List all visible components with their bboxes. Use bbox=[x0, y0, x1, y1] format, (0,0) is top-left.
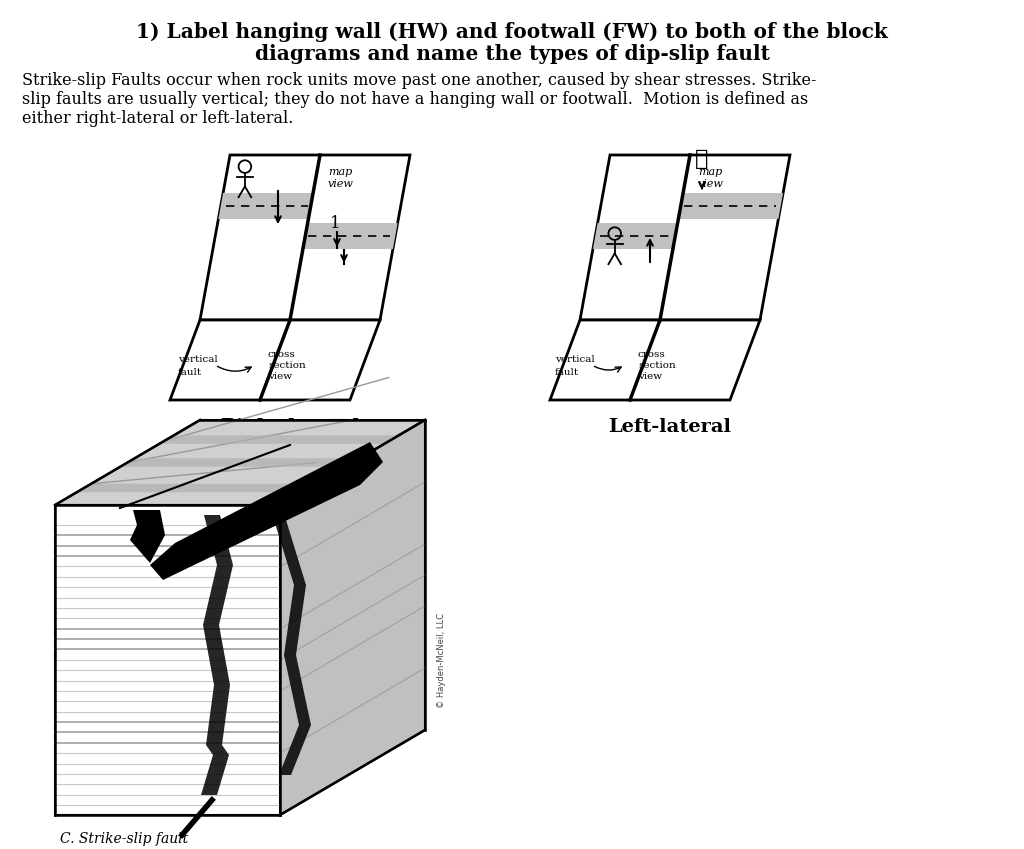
Polygon shape bbox=[678, 193, 783, 219]
Text: C. Strike-slip fault: C. Strike-slip fault bbox=[60, 832, 188, 846]
Text: 1) Label hanging wall (HW) and footwall (FW) to both of the block: 1) Label hanging wall (HW) and footwall … bbox=[136, 22, 888, 42]
Text: map
view: map view bbox=[328, 167, 354, 188]
Polygon shape bbox=[200, 155, 410, 320]
Text: slip faults are usually vertical; they do not have a hanging wall or footwall.  : slip faults are usually vertical; they d… bbox=[22, 91, 808, 108]
Polygon shape bbox=[150, 442, 383, 580]
Polygon shape bbox=[120, 458, 359, 467]
Text: © Hayden-McNeil, LLC: © Hayden-McNeil, LLC bbox=[437, 612, 446, 707]
Text: ✓: ✓ bbox=[695, 148, 709, 170]
Text: cross
section
view: cross section view bbox=[638, 350, 676, 381]
Text: fault: fault bbox=[178, 368, 202, 377]
Polygon shape bbox=[274, 520, 311, 775]
Text: vertical: vertical bbox=[555, 355, 595, 364]
Text: Strike-slip Faults occur when rock units move past one another, caused by shear : Strike-slip Faults occur when rock units… bbox=[22, 72, 816, 89]
Polygon shape bbox=[77, 484, 316, 492]
Text: vertical: vertical bbox=[178, 355, 218, 364]
Polygon shape bbox=[160, 436, 399, 444]
Text: Left-lateral: Left-lateral bbox=[608, 418, 731, 436]
Text: either right-lateral or left-lateral.: either right-lateral or left-lateral. bbox=[22, 110, 293, 127]
Polygon shape bbox=[550, 320, 760, 400]
Polygon shape bbox=[170, 320, 380, 400]
Polygon shape bbox=[130, 510, 165, 563]
Polygon shape bbox=[580, 155, 790, 320]
Polygon shape bbox=[303, 223, 397, 249]
Text: Right-lateral: Right-lateral bbox=[220, 418, 360, 436]
Polygon shape bbox=[55, 505, 280, 815]
Text: cross
section
view: cross section view bbox=[268, 350, 306, 381]
Polygon shape bbox=[201, 515, 233, 795]
Polygon shape bbox=[55, 420, 425, 505]
Text: diagrams and name the types of dip-slip fault: diagrams and name the types of dip-slip … bbox=[255, 44, 769, 64]
Polygon shape bbox=[218, 193, 313, 219]
Text: 1: 1 bbox=[330, 215, 341, 232]
Polygon shape bbox=[593, 223, 678, 249]
Polygon shape bbox=[280, 420, 425, 815]
Text: map
view: map view bbox=[698, 167, 724, 188]
Text: fault: fault bbox=[555, 368, 580, 377]
